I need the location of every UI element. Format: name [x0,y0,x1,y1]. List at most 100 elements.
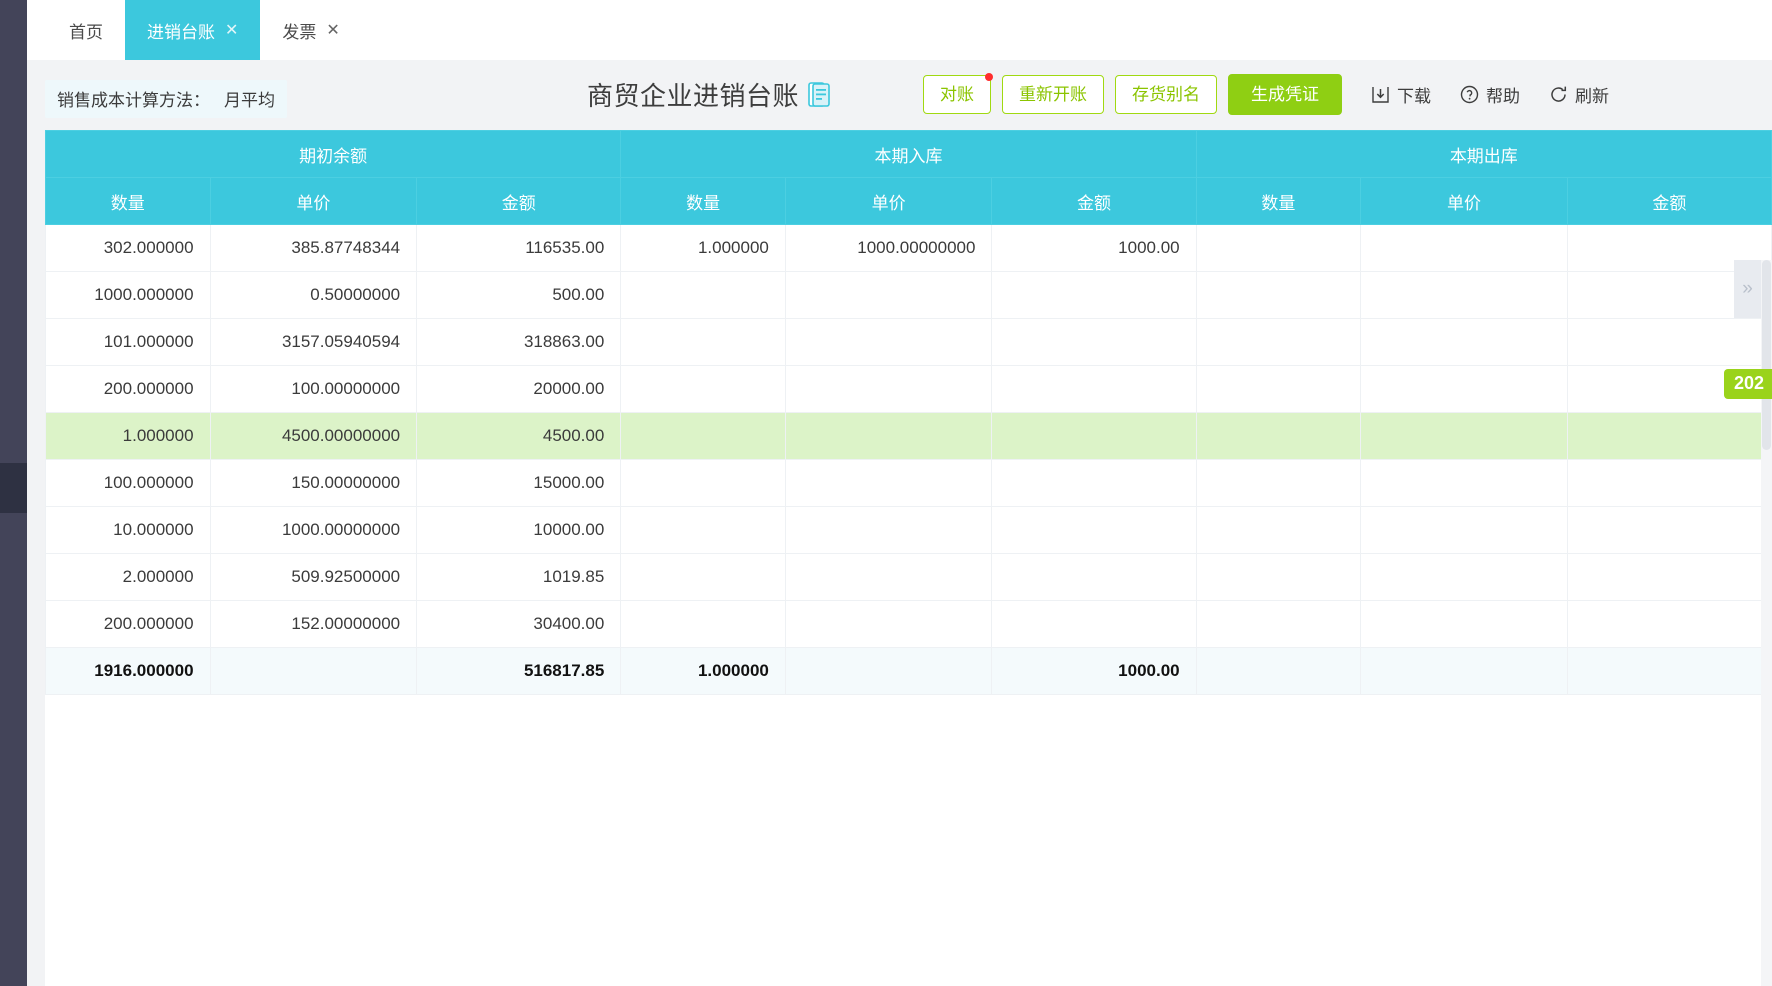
document-icon[interactable] [808,81,831,108]
table-cell: 1019.85 [416,553,622,601]
col-header-in-qty[interactable]: 数量 [620,177,786,225]
table-cell: 1000.00 [991,224,1197,272]
table-cell [1360,506,1568,554]
table-row[interactable]: 200.000000 100.00000000 20000.00 [45,365,1772,413]
ledger-table-container: 期初余额 本期入库 本期出库 数量 单价 金额 数量 单价 金额 数量 单价 金… [45,130,1772,986]
refresh-icon [1549,85,1568,104]
table-row[interactable]: 200.000000 152.00000000 30400.00 [45,600,1772,648]
cost-method-chip: 销售成本计算方法： 月平均 [45,80,287,118]
table-total-cell: 1000.00 [991,647,1197,695]
col-header-in-amount[interactable]: 金额 [991,177,1197,225]
table-row[interactable]: 2.000000 509.92500000 1019.85 [45,553,1772,601]
col-header-opening-price[interactable]: 单价 [209,177,418,225]
table-cell [784,365,993,413]
table-cell: 302.000000 [45,224,211,272]
table-row[interactable]: 101.000000 3157.05940594 318863.00 [45,318,1772,366]
tab-home-label: 首页 [69,22,103,42]
table-total-cell [1360,647,1568,695]
table-cell [784,553,993,601]
table-cell [1360,318,1568,366]
tab-invoice[interactable]: 发票 ✕ [260,0,361,60]
table-cell: 30400.00 [416,600,622,648]
table-cell: 152.00000000 [209,600,418,648]
col-header-opening-amount[interactable]: 金额 [416,177,622,225]
left-nav-active-marker [0,463,27,513]
table-cell: 1.000000 [620,224,786,272]
tab-purchase-sales-ledger-label: 进销台账 [147,22,215,42]
col-header-out-qty[interactable]: 数量 [1195,177,1362,225]
table-cell: 2.000000 [45,553,211,601]
reopen-account-button[interactable]: 重新开账 [1002,75,1104,114]
tab-purchase-sales-ledger[interactable]: 进销台账 ✕ [125,0,261,60]
col-header-out-amount[interactable]: 金额 [1566,177,1772,225]
table-total-cell: 516817.85 [416,647,622,695]
table-cell: 15000.00 [416,459,622,507]
table-cell [1566,553,1772,601]
table-cell [1195,459,1362,507]
table-cell: 10000.00 [416,506,622,554]
vertical-scrollbar[interactable] [1761,260,1772,986]
table-row[interactable]: 302.000000 385.87748344 116535.00 1.000000 1… [45,224,1772,272]
table-cell [1360,600,1568,648]
tab-home[interactable]: 首页 [47,0,125,60]
table-total-cell: 1916.000000 [45,647,211,695]
table-cell [991,318,1197,366]
table-cell: 1000.000000 [45,271,211,319]
table-cell: 100.000000 [45,459,211,507]
table-total-cell [1195,647,1362,695]
col-header-out-price[interactable]: 单价 [1360,177,1568,225]
table-row[interactable]: 100.000000 150.00000000 15000.00 [45,459,1772,507]
table-cell [1195,271,1362,319]
table-row[interactable]: 1.000000 4500.00000000 4500.00 [45,412,1772,460]
table-cell [1195,318,1362,366]
col-header-in-price[interactable]: 单价 [784,177,993,225]
table-cell [1195,506,1362,554]
vertical-scrollbar-thumb[interactable] [1762,260,1771,450]
table-total-cell: 1.000000 [620,647,786,695]
table-cell [784,412,993,460]
left-nav-rail[interactable] [0,0,27,986]
table-cell [784,506,993,554]
help-button[interactable]: 帮助 [1460,82,1520,107]
table-cell [1566,318,1772,366]
tab-close-icon[interactable]: ✕ [326,22,340,39]
ledger-table: 期初余额 本期入库 本期出库 数量 单价 金额 数量 单价 金额 数量 单价 金… [45,130,1772,695]
col-header-opening-qty[interactable]: 数量 [45,177,211,225]
table-cell [991,553,1197,601]
table-cell [784,271,993,319]
table-cell [1566,600,1772,648]
table-total-cell [209,647,418,695]
table-cell [1566,412,1772,460]
panel-collapse-icon[interactable]: » [1734,260,1761,318]
reconcile-label: 对账 [940,85,974,104]
year-badge[interactable]: 202 [1723,369,1772,399]
table-cell [1360,271,1568,319]
ledger-group-header-row: 期初余额 本期入库 本期出库 [45,130,1772,178]
table-cell [991,600,1197,648]
table-cell [1195,412,1362,460]
inventory-alias-label: 存货别名 [1132,85,1200,104]
table-cell: 3157.05940594 [209,318,418,366]
refresh-button[interactable]: 刷新 [1549,82,1609,107]
inventory-alias-button[interactable]: 存货别名 [1115,75,1217,114]
table-cell [784,459,993,507]
help-label: 帮助 [1486,87,1520,106]
group-header-period-out: 本期出库 [1195,130,1772,178]
table-cell: 200.000000 [45,600,211,648]
question-circle-icon [1460,85,1479,104]
table-row[interactable]: 1000.000000 0.50000000 500.00 [45,271,1772,319]
generate-voucher-button[interactable]: 生成凭证 [1228,74,1342,115]
table-cell [991,506,1197,554]
table-cell: 100.00000000 [209,365,418,413]
reopen-account-label: 重新开账 [1019,85,1087,104]
tab-bar: 首页 进销台账 ✕ 发票 ✕ [27,0,1772,60]
table-total-cell [784,647,993,695]
download-button[interactable]: 下载 [1371,82,1431,107]
table-row[interactable]: 10.000000 1000.00000000 10000.00 [45,506,1772,554]
table-cell [620,459,786,507]
table-cell: 500.00 [416,271,622,319]
reconcile-button[interactable]: 对账 [923,73,993,114]
table-cell: 0.50000000 [209,271,418,319]
tab-close-icon[interactable]: ✕ [225,22,239,39]
table-cell [620,318,786,366]
